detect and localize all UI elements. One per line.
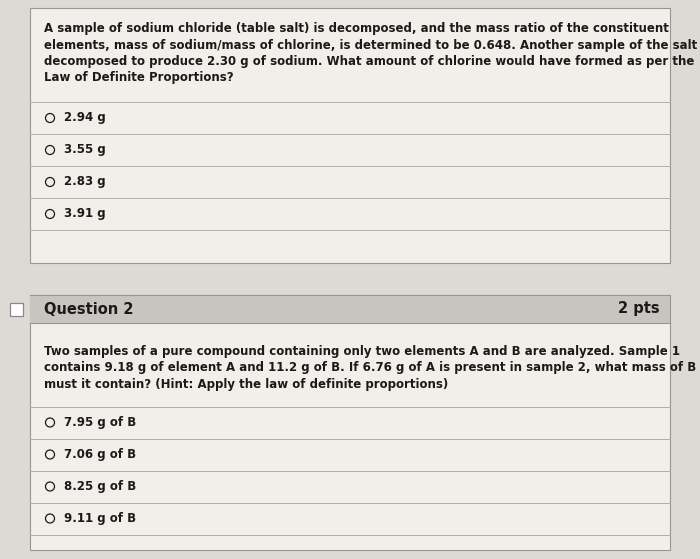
Text: must it contain? (Hint: Apply the law of definite proportions): must it contain? (Hint: Apply the law of… xyxy=(44,378,448,391)
Text: elements, mass of sodium/mass of chlorine, is determined to be 0.648. Another sa: elements, mass of sodium/mass of chlorin… xyxy=(44,39,700,51)
Text: Two samples of a pure compound containing only two elements A and B are analyzed: Two samples of a pure compound containin… xyxy=(44,345,680,358)
Bar xyxy=(30,295,670,550)
Text: A sample of sodium chloride (table salt) is decomposed, and the mass ratio of th: A sample of sodium chloride (table salt)… xyxy=(44,22,669,35)
Text: 7.95 g of B: 7.95 g of B xyxy=(64,416,136,429)
Text: 2.94 g: 2.94 g xyxy=(64,111,106,125)
Text: 8.25 g of B: 8.25 g of B xyxy=(64,480,136,493)
Text: 9.11 g of B: 9.11 g of B xyxy=(64,512,136,525)
Text: 3.55 g: 3.55 g xyxy=(64,144,106,157)
Bar xyxy=(30,295,670,323)
Text: Law of Definite Proportions?: Law of Definite Proportions? xyxy=(44,72,234,84)
Text: 2.83 g: 2.83 g xyxy=(64,176,106,188)
Bar xyxy=(30,8,670,263)
Text: Question 2: Question 2 xyxy=(44,301,134,316)
Text: 2 pts: 2 pts xyxy=(618,301,660,316)
Bar xyxy=(10,302,23,315)
Text: decomposed to produce 2.30 g of sodium. What amount of chlorine would have forme: decomposed to produce 2.30 g of sodium. … xyxy=(44,55,694,68)
Text: contains 9.18 g of element A and 11.2 g of B. If 6.76 g of A is present in sampl: contains 9.18 g of element A and 11.2 g … xyxy=(44,362,696,375)
Text: 7.06 g of B: 7.06 g of B xyxy=(64,448,136,461)
Text: 3.91 g: 3.91 g xyxy=(64,207,106,220)
